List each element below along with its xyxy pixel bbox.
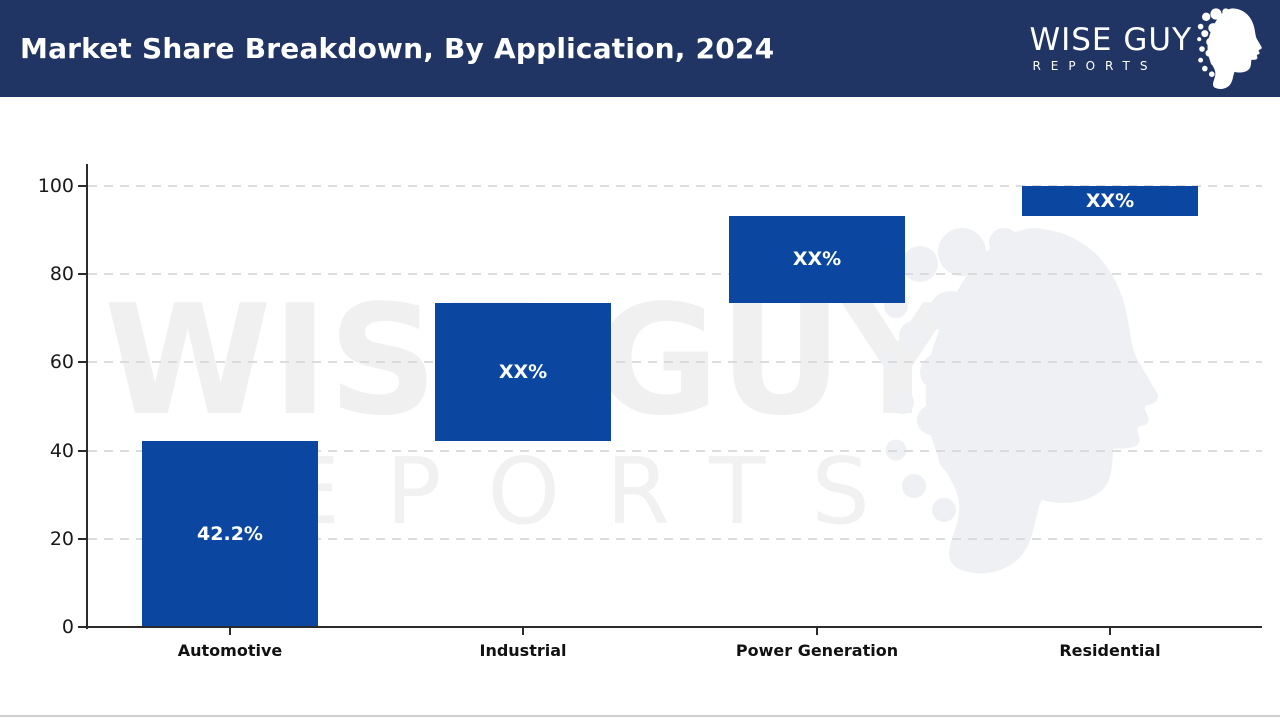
bar-value-label-residential: XX% [1085, 189, 1135, 212]
bar-residential: XX% [1022, 186, 1198, 216]
x-tick-label-residential: Residential [1059, 641, 1161, 660]
y-tick-label-40: 40 [49, 440, 74, 462]
page-title: Market Share Breakdown, By Application, … [20, 32, 775, 65]
y-tick-mark-60 [78, 361, 86, 363]
bar-value-label-automotive: 42.2% [197, 522, 263, 545]
x-axis-line [86, 626, 1262, 628]
bar-value-label-industrial: XX% [498, 360, 548, 383]
logo-face-icon [1197, 7, 1262, 89]
bar-value-label-power-generation: XX% [792, 248, 842, 270]
y-tick-label-60: 60 [49, 351, 74, 373]
logo-text: WISE GUY REPORTS [1029, 22, 1192, 73]
y-axis-line [86, 164, 88, 629]
bar-automotive: 42.2% [142, 441, 318, 627]
y-tick-label-80: 80 [49, 263, 74, 285]
y-tick-label-20: 20 [49, 528, 74, 550]
bar-industrial: XX% [435, 303, 611, 441]
wise-guy-reports-logo: WISE GUY REPORTS [1029, 7, 1266, 91]
gridline-100 [88, 185, 1262, 187]
gridline-20 [88, 538, 1262, 540]
y-tick-mark-80 [78, 273, 86, 275]
watermark-face-icon [881, 228, 1158, 574]
y-tick-label-0: 0 [61, 616, 74, 638]
gridline-60 [88, 361, 1262, 363]
bar-power-generation: XX% [729, 216, 905, 303]
y-tick-mark-40 [78, 450, 86, 452]
x-tick-mark-power-generation [816, 628, 818, 635]
logo-wordmark: WISE GUY [1029, 22, 1192, 58]
gridline-40 [88, 450, 1262, 452]
header-bar: Market Share Breakdown, By Application, … [0, 0, 1280, 97]
y-tick-mark-0 [78, 626, 86, 628]
y-tick-mark-20 [78, 538, 86, 540]
x-tick-label-automotive: Automotive [177, 641, 283, 660]
x-tick-label-power-generation: Power Generation [735, 641, 899, 660]
x-tick-mark-industrial [522, 628, 524, 635]
footer-divider [0, 715, 1280, 717]
y-tick-label-100: 100 [37, 175, 74, 197]
logo-subtext: REPORTS [1032, 59, 1158, 73]
x-tick-mark-automotive [229, 628, 231, 635]
y-tick-mark-100 [78, 185, 86, 187]
x-tick-label-industrial: Industrial [479, 641, 567, 660]
x-tick-mark-residential [1109, 628, 1111, 635]
gridline-80 [88, 273, 1262, 275]
